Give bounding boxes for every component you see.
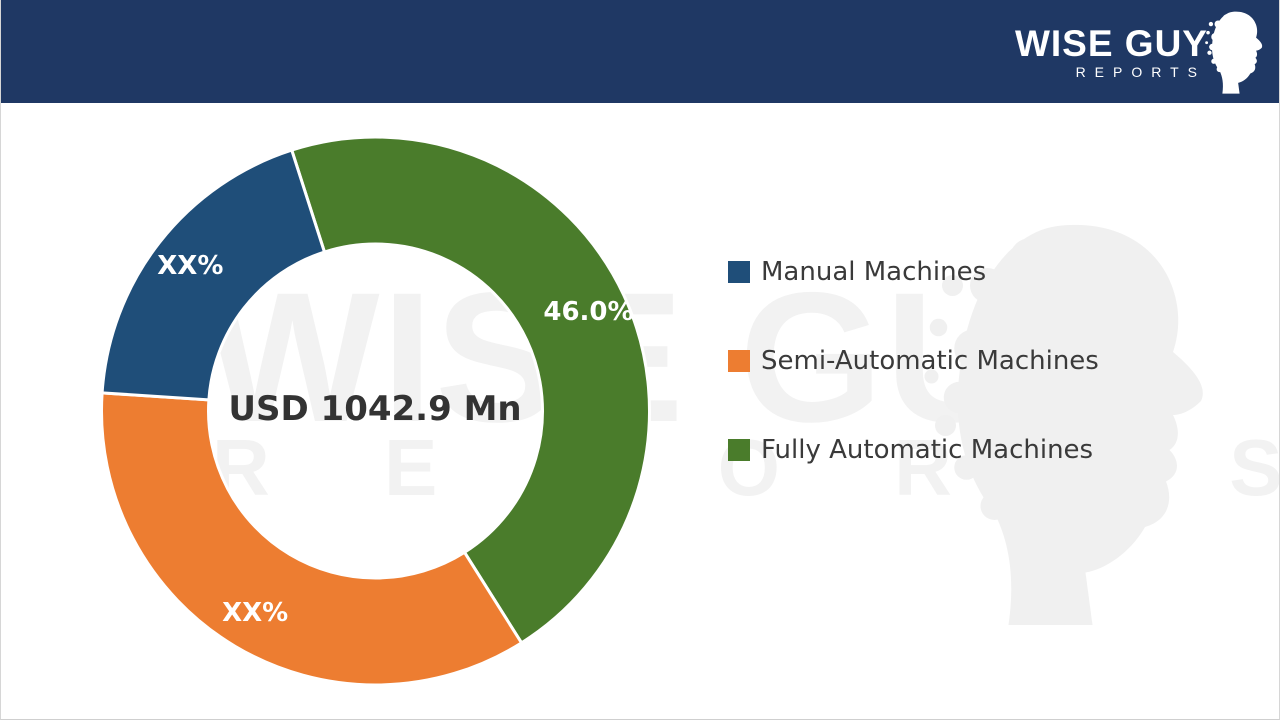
legend-swatch-fully-automatic-machines (728, 439, 750, 461)
donut-slice-manual-machines (100, 148, 326, 402)
slice-label-manual-machines: XX% (157, 251, 224, 282)
legend-label: Manual Machines (761, 257, 987, 287)
legend-swatch-manual-machines (728, 261, 750, 283)
legend-item-semi-automatic-machines: Semi-Automatic Machines (728, 346, 1099, 376)
donut-slice-semi-automatic-machines (100, 391, 524, 687)
center-value: USD 1042.9 Mn (228, 389, 522, 429)
legend-swatch-semi-automatic-machines (728, 350, 750, 372)
donut-slice-fully-automatic-machines (290, 135, 651, 645)
legend-item-manual-machines: Manual Machines (728, 257, 1099, 287)
legend-label: Semi-Automatic Machines (761, 346, 1099, 376)
legend: Manual Machines Semi-Automatic Machines Fu… (728, 257, 1099, 465)
legend-label: Fully Automatic Machines (761, 435, 1094, 465)
logo-face-icon (1205, 11, 1263, 94)
logo: WISE GUY REPORTS (1015, 0, 1272, 103)
slice-label-fully-automatic-machines: 46.0% (543, 296, 634, 327)
slice-label-semi-automatic-machines: XX% (222, 597, 289, 628)
logo-wordmark-line1: WISE GUY (1014, 22, 1208, 64)
header (0, 0, 1280, 103)
logo-wordmark: WISE GUY REPORTS (1015, 25, 1208, 79)
legend-item-fully-automatic-machines: Fully Automatic Machines (728, 435, 1099, 465)
logo-wordmark-line2: REPORTS (1075, 63, 1206, 80)
